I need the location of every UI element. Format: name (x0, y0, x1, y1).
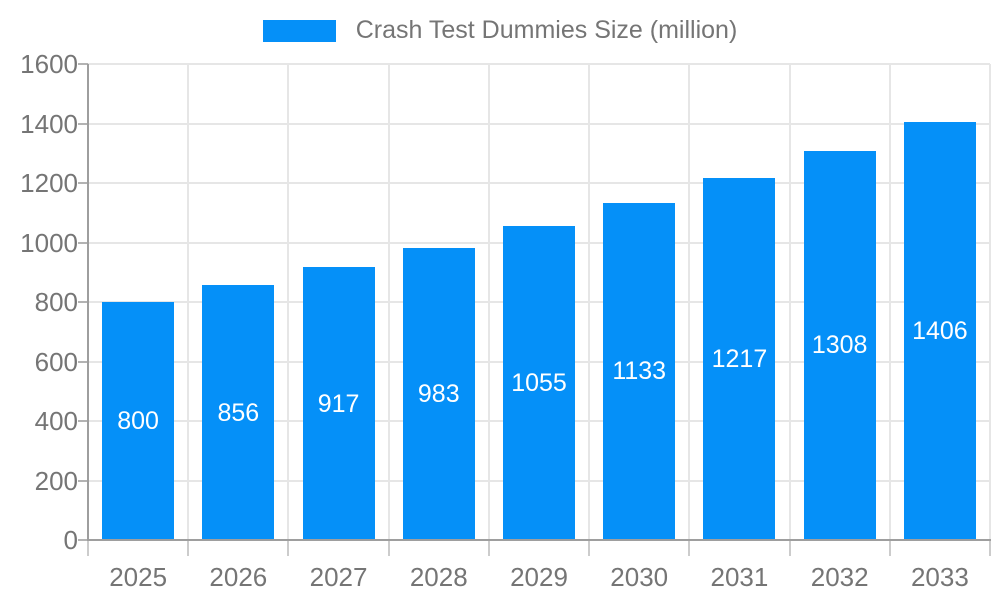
y-axis-tick (78, 479, 88, 482)
x-gridline (588, 64, 591, 540)
bar (703, 177, 776, 540)
bar-value-label: 800 (117, 407, 159, 435)
x-gridline (387, 64, 390, 540)
x-tick-label: 2025 (109, 562, 168, 592)
y-gridline (88, 63, 990, 65)
x-axis-tick (688, 540, 691, 556)
x-tick-label: 2032 (810, 562, 869, 592)
x-axis-tick (287, 540, 290, 556)
bar-value-label: 1406 (912, 316, 968, 345)
x-gridline (788, 64, 791, 540)
x-gridline (989, 64, 991, 540)
bar-value-label: 917 (317, 389, 360, 418)
x-gridline (688, 64, 691, 540)
bar (803, 150, 876, 540)
x-axis-tick (989, 540, 991, 556)
x-gridline (287, 64, 290, 540)
bar-value-label: 1308 (811, 331, 868, 360)
y-tick-label: 0 (63, 525, 78, 555)
bar (202, 285, 275, 540)
x-axis-tick (187, 540, 190, 556)
y-axis-tick (78, 241, 88, 244)
x-gridline (487, 64, 490, 540)
bar-value-label: 983 (417, 379, 460, 408)
bar (603, 202, 676, 540)
y-axis-tick (78, 360, 88, 363)
y-axis-tick (78, 182, 88, 184)
x-tick-label: 2033 (910, 562, 969, 592)
y-tick-label: 200 (34, 465, 78, 496)
bar (102, 302, 175, 540)
bar-value-label: 856 (217, 398, 260, 427)
x-axis-tick (487, 540, 490, 556)
x-gridline (888, 64, 891, 540)
y-tick-label: 1200 (20, 168, 78, 198)
bar-value-label: 1133 (612, 357, 667, 386)
y-tick-label: 600 (34, 346, 78, 377)
y-axis-line (87, 64, 89, 540)
x-tick-label: 2030 (610, 562, 669, 592)
x-axis-line (87, 539, 991, 541)
y-tick-label: 1400 (20, 108, 78, 139)
bar (503, 226, 575, 540)
y-axis-tick (78, 122, 88, 125)
x-axis-tick (387, 540, 390, 556)
bar-value-label: 1055 (511, 369, 567, 398)
x-axis-tick (87, 540, 89, 556)
bar (302, 267, 375, 540)
legend-swatch (262, 19, 336, 42)
y-axis-tick (78, 420, 88, 422)
legend: Crash Test Dummies Size (million) (0, 16, 1000, 45)
x-tick-label: 2027 (309, 562, 368, 592)
y-tick-label: 1000 (20, 227, 78, 258)
bar (402, 247, 475, 540)
y-tick-label: 400 (34, 406, 78, 436)
bar-value-label: 1217 (711, 344, 768, 373)
x-axis-tick (588, 540, 591, 556)
x-gridline (187, 64, 190, 540)
y-tick-label: 1600 (20, 49, 78, 79)
y-gridline (88, 122, 990, 125)
x-tick-label: 2026 (209, 562, 268, 592)
y-tick-label: 800 (34, 287, 78, 317)
y-axis-tick (78, 539, 88, 541)
x-tick-label: 2029 (510, 562, 568, 592)
legend-label: Crash Test Dummies Size (million) (355, 16, 738, 44)
x-axis-tick (888, 540, 891, 556)
x-axis-tick (788, 540, 791, 556)
x-tick-label: 2031 (710, 562, 769, 592)
y-axis-tick (78, 301, 88, 303)
x-tick-label: 2028 (409, 562, 468, 592)
y-axis-tick (78, 63, 88, 65)
y-gridline (88, 182, 990, 184)
bar (903, 121, 976, 540)
